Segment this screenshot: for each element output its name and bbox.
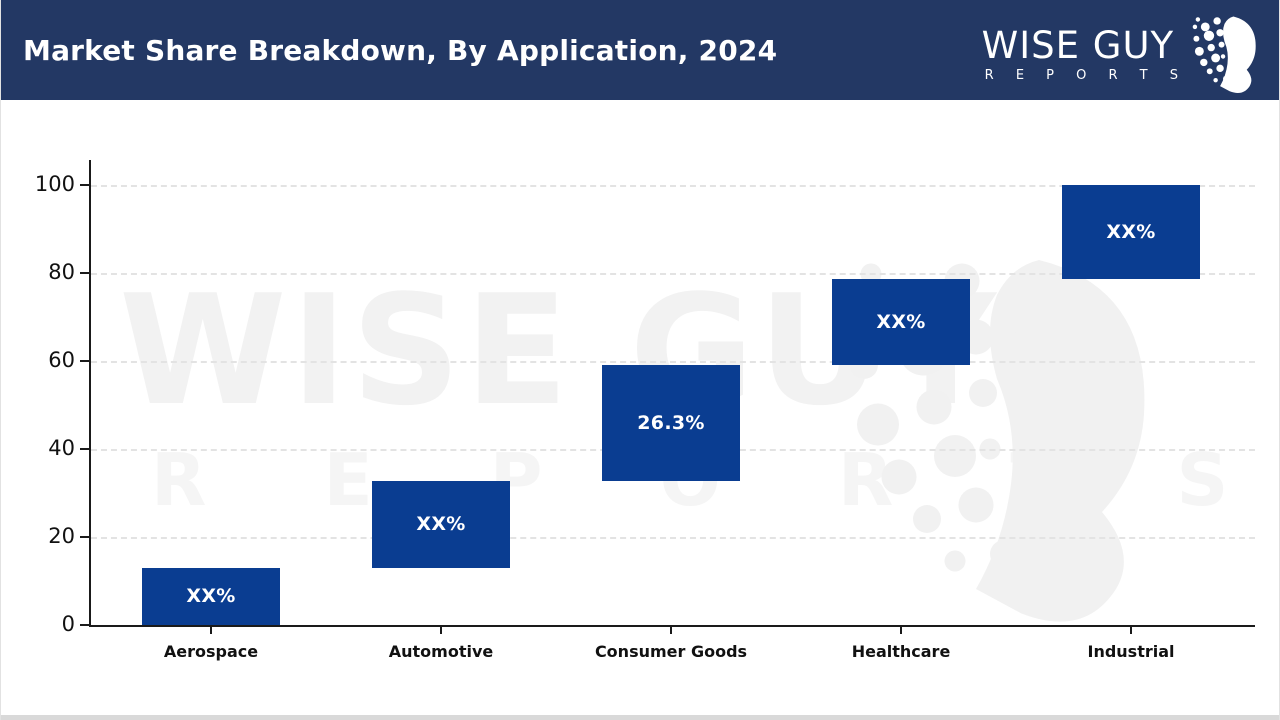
x-tick-mark-healthcare (900, 625, 902, 634)
x-axis-line (89, 625, 1255, 627)
bar-automotive: XX% (372, 481, 510, 568)
bar-value-label-consumer-goods: 26.3% (637, 412, 705, 435)
y-tick-label-20: 20 (48, 524, 75, 548)
footer-strip (1, 715, 1279, 720)
x-tick-mark-industrial (1130, 625, 1132, 634)
x-category-label-healthcare: Healthcare (851, 642, 951, 661)
y-tick-label-80: 80 (48, 260, 75, 284)
y-tick-label-60: 60 (48, 348, 75, 372)
x-category-label-industrial: Industrial (1087, 642, 1175, 661)
chart-plot-area: 0 20 40 60 80 100 XX% XX% 26.3% XX% XX% Aerospace Au… (35, 160, 1255, 661)
y-tick-mark-20 (80, 536, 89, 538)
bar-value-label-aerospace: XX% (186, 585, 236, 608)
gridline-80 (91, 273, 1255, 275)
x-category-label-consumer-goods: Consumer Goods (594, 642, 748, 661)
header-bar: Market Share Breakdown, By Application, … (1, 0, 1279, 100)
x-tick-mark-automotive (440, 625, 442, 634)
dotted-head-profile-icon (1189, 10, 1263, 100)
y-tick-mark-100 (80, 184, 89, 186)
y-axis-line (89, 160, 91, 625)
logo-sub-text: R E P O R T S (984, 68, 1187, 84)
x-tick-mark-aerospace (210, 625, 212, 634)
y-tick-mark-60 (80, 360, 89, 362)
y-tick-label-40: 40 (48, 436, 75, 460)
y-tick-mark-40 (80, 448, 89, 450)
bar-value-label-healthcare: XX% (876, 311, 926, 334)
bar-consumer-goods: 26.3% (602, 365, 740, 482)
chart-title: Market Share Breakdown, By Application, … (23, 33, 778, 67)
y-tick-mark-0 (80, 624, 89, 626)
y-tick-label-0: 0 (61, 612, 75, 636)
y-tick-mark-80 (80, 272, 89, 274)
bar-value-label-automotive: XX% (416, 513, 466, 536)
gridline-60 (91, 361, 1255, 363)
x-category-label-automotive: Automotive (388, 642, 494, 661)
wiseguy-logo: WISE GUY R E P O R T S (982, 10, 1263, 100)
gridline-20 (91, 537, 1255, 539)
bar-aerospace: XX% (142, 567, 280, 625)
bar-healthcare: XX% (832, 279, 970, 366)
logo-name-text: WISE GUY (981, 23, 1175, 67)
gridline-100 (91, 185, 1255, 187)
x-category-label-aerospace: Aerospace (163, 642, 259, 661)
bar-value-label-industrial: XX% (1106, 221, 1156, 244)
x-tick-mark-consumer-goods (670, 625, 672, 634)
wiseguy-logo-text: WISE GUY R E P O R T S (981, 23, 1187, 84)
bar-industrial: XX% (1062, 185, 1200, 280)
y-tick-label-100: 100 (34, 172, 75, 196)
